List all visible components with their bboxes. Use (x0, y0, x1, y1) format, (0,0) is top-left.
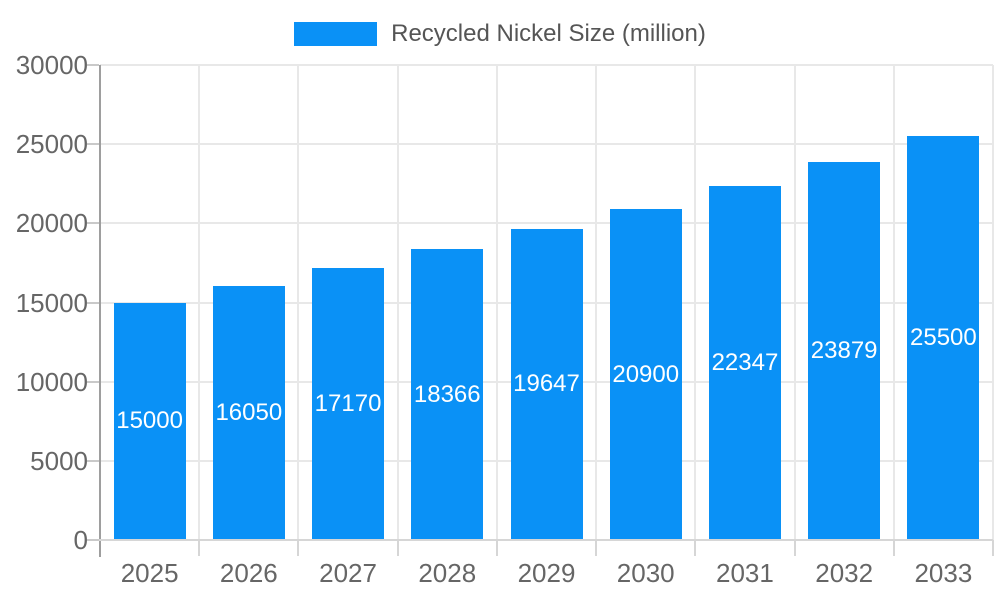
x-axis-tick (892, 540, 895, 556)
x-axis-label: 2031 (716, 558, 774, 588)
bar[interactable] (907, 136, 980, 540)
x-axis-tick (198, 540, 201, 556)
gridline-vertical (297, 65, 300, 540)
x-axis-label: 2029 (517, 558, 576, 588)
legend-item[interactable]: Recycled Nickel Size (million) (0, 20, 1000, 48)
gridline-horizontal (100, 143, 993, 146)
gridline-vertical (992, 65, 994, 540)
legend-label: Recycled Nickel Size (million) (391, 20, 706, 47)
x-axis-line (86, 539, 993, 541)
plot-area: 15000 16050 17170 18366 19647 20900 22347 23879… (100, 64, 994, 540)
bar[interactable] (708, 186, 781, 540)
x-axis-label: 2032 (815, 558, 874, 588)
gridline-vertical (793, 65, 796, 540)
bar[interactable] (312, 268, 385, 540)
y-axis-label: 20000 (15, 208, 88, 239)
bar-value-label: 20900 (612, 360, 680, 388)
bar[interactable] (510, 228, 583, 540)
bar-value-label: 23879 (810, 336, 878, 364)
y-axis-tick (87, 380, 99, 383)
y-axis-line (99, 65, 101, 557)
gridline-vertical (892, 65, 895, 540)
x-axis-label: 2033 (914, 558, 973, 588)
x-axis-label: 2027 (319, 558, 377, 588)
bar-value-label: 25500 (910, 324, 977, 352)
gridline-vertical (198, 65, 201, 540)
gridline-horizontal (100, 64, 993, 66)
y-axis-tick (87, 64, 99, 66)
bar[interactable] (411, 249, 484, 540)
bar-value-label: 22347 (711, 349, 779, 377)
y-axis-label: 30000 (15, 50, 88, 80)
bar-value-label: 15000 (116, 407, 183, 435)
bar-value-label: 18366 (413, 380, 481, 408)
y-axis-label: 5000 (30, 445, 88, 476)
y-axis-tick (87, 539, 99, 541)
y-axis-tick (87, 143, 99, 146)
bar[interactable] (609, 209, 682, 540)
x-axis-tick (595, 540, 598, 556)
gridline-vertical (396, 65, 399, 540)
y-axis-tick (87, 459, 99, 462)
y-axis-label: 25000 (15, 129, 88, 160)
y-axis-tick (87, 301, 99, 304)
x-axis-tick (992, 540, 994, 556)
gridline-vertical (595, 65, 598, 540)
bar-value-label: 19647 (513, 370, 580, 398)
y-axis-tick (87, 222, 99, 225)
x-axis-tick (396, 540, 399, 556)
legend-swatch (294, 22, 378, 46)
x-axis-label: 2030 (616, 558, 675, 588)
bar-value-label: 17170 (314, 390, 382, 418)
bar-value-label: 16050 (215, 398, 283, 426)
y-axis-label: 0 (73, 525, 88, 555)
y-axis-label: 15000 (15, 287, 88, 318)
bar[interactable] (212, 285, 285, 540)
x-axis-label: 2025 (120, 558, 179, 588)
x-axis-tick (694, 540, 697, 556)
gridline-vertical (694, 65, 697, 540)
x-axis-label: 2026 (219, 558, 278, 588)
x-axis-label: 2028 (418, 558, 477, 588)
x-axis-tick (495, 540, 498, 556)
y-axis-label: 10000 (15, 366, 88, 397)
bar[interactable] (113, 302, 186, 540)
x-axis-tick (297, 540, 300, 556)
gridline-horizontal (100, 222, 993, 225)
gridline-vertical (495, 65, 498, 540)
bar[interactable] (808, 161, 881, 540)
x-axis-tick (793, 540, 796, 556)
